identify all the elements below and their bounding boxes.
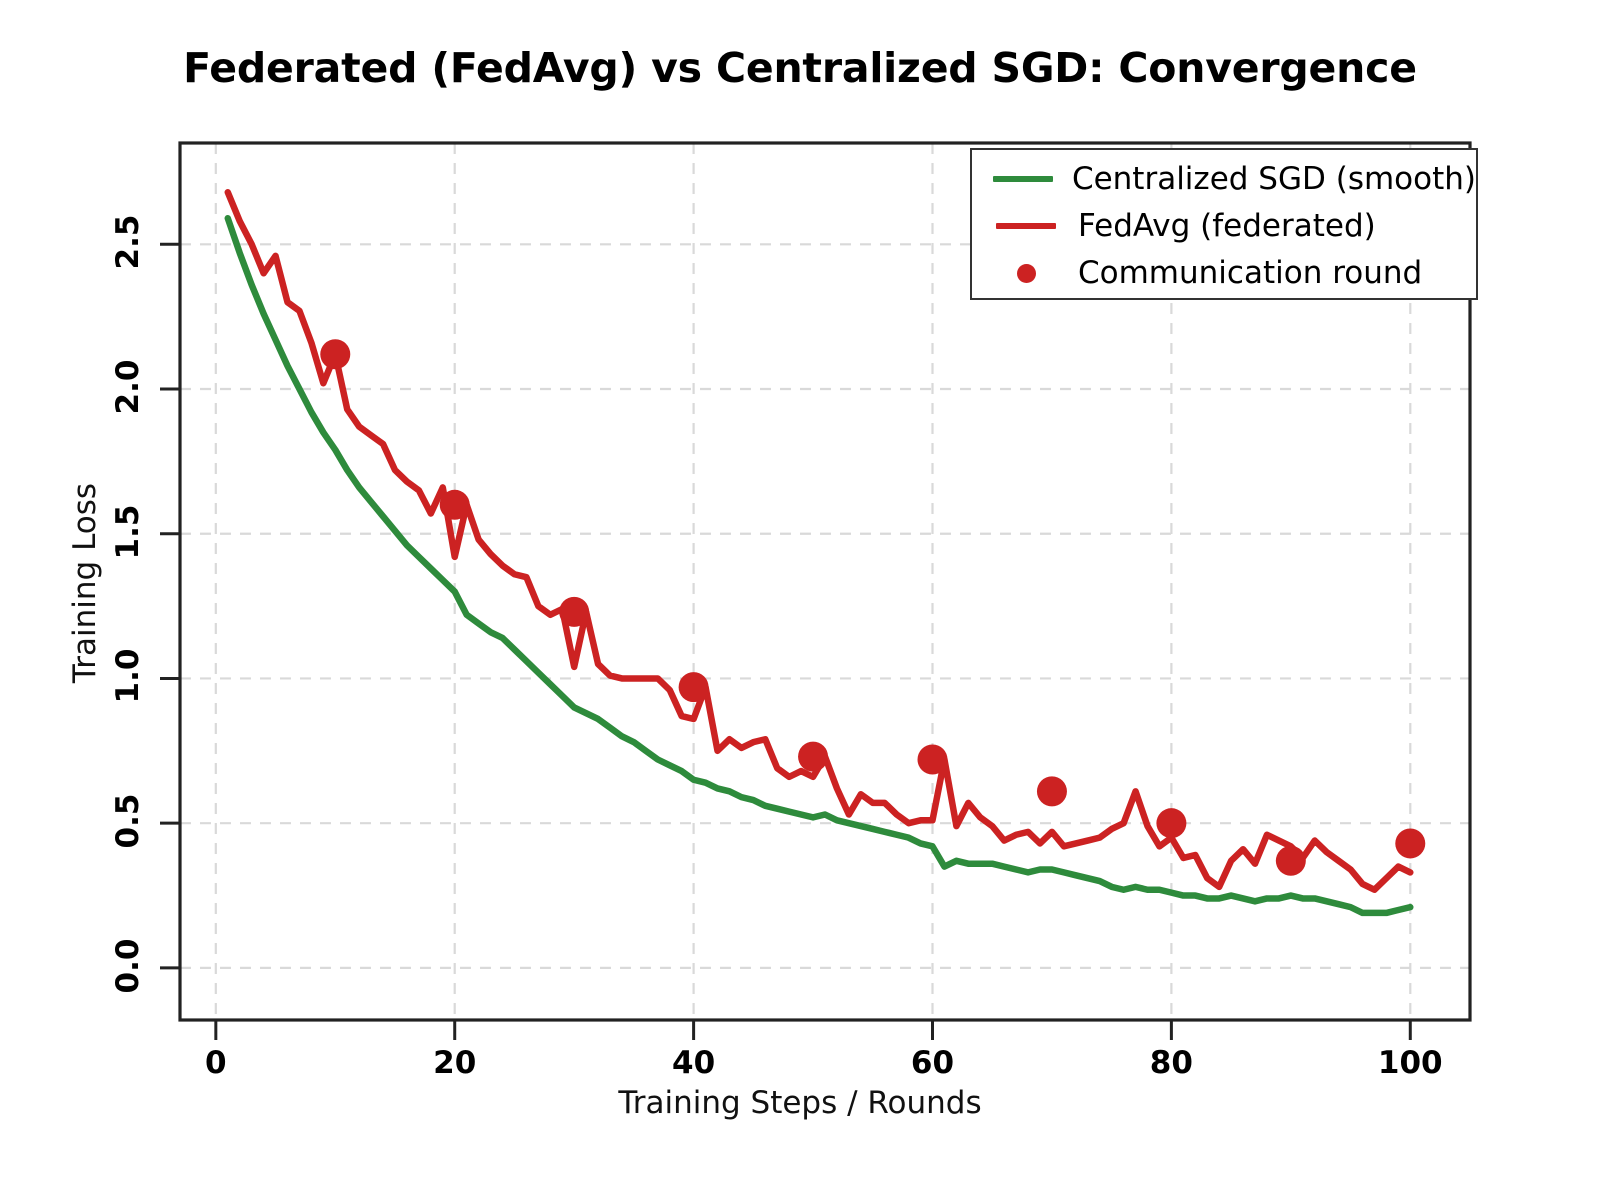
legend-label-fedavg: FedAvg (federated) xyxy=(1078,207,1376,244)
y-tick-label: 0.5 xyxy=(110,793,146,849)
tick-marks xyxy=(160,242,1412,1040)
axes-frame xyxy=(178,141,1472,1022)
legend-item-fedavg[interactable]: FedAvg (federated) xyxy=(972,203,1476,249)
communication-round-marker xyxy=(1036,776,1067,807)
communication-round-marker xyxy=(798,741,829,772)
page-title: Federated (FedAvg) vs Centralized SGD: C… xyxy=(183,44,1417,92)
x-tick-label: 0 xyxy=(205,1045,227,1081)
y-tick-label: 1.0 xyxy=(110,649,146,704)
communication-round-marker xyxy=(1275,845,1306,876)
legend-label-centralized: Centralized SGD (smooth) xyxy=(1071,160,1476,197)
x-tick-label: 100 xyxy=(1377,1045,1443,1081)
x-axis-title: Training Steps / Rounds xyxy=(618,1085,982,1121)
x-tick-label: 60 xyxy=(910,1045,955,1081)
x-tick-label: 80 xyxy=(1149,1045,1193,1081)
data-series xyxy=(224,188,1414,917)
communication-round-marker xyxy=(559,596,590,627)
communication-round-marker xyxy=(678,672,709,703)
legend-label-communication-round: Communication round xyxy=(1078,254,1423,291)
legend-line-swatch-fedavg xyxy=(990,203,1062,249)
y-tick-label: 2.0 xyxy=(110,359,146,415)
series-line xyxy=(224,215,1414,917)
y-tick-label: 1.5 xyxy=(110,504,146,560)
gridlines xyxy=(180,143,1470,1020)
legend-dot-swatch-communication-round xyxy=(990,250,1062,296)
chart-legend[interactable]: Centralized SGD (smooth) FedAvg (federat… xyxy=(970,148,1478,300)
legend-line-swatch-centralized xyxy=(990,156,1056,202)
x-tick-label: 40 xyxy=(672,1045,716,1081)
plot-frame xyxy=(178,141,1472,1022)
communication-round-marker xyxy=(1395,828,1426,859)
legend-item-communication-round[interactable]: Communication round xyxy=(972,250,1476,296)
x-tick-label: 20 xyxy=(433,1045,477,1081)
legend-item-centralized-sgd[interactable]: Centralized SGD (smooth) xyxy=(972,156,1476,202)
y-axis-title: Training Loss xyxy=(67,482,103,684)
communication-round-marker xyxy=(320,339,351,370)
y-tick-label: 0.0 xyxy=(110,938,146,994)
communication-round-marker xyxy=(1156,808,1187,839)
communication-round-marker xyxy=(439,489,470,520)
communication-round-markers xyxy=(320,339,1426,876)
communication-round-marker xyxy=(917,744,948,775)
y-tick-label: 2.5 xyxy=(110,214,146,270)
